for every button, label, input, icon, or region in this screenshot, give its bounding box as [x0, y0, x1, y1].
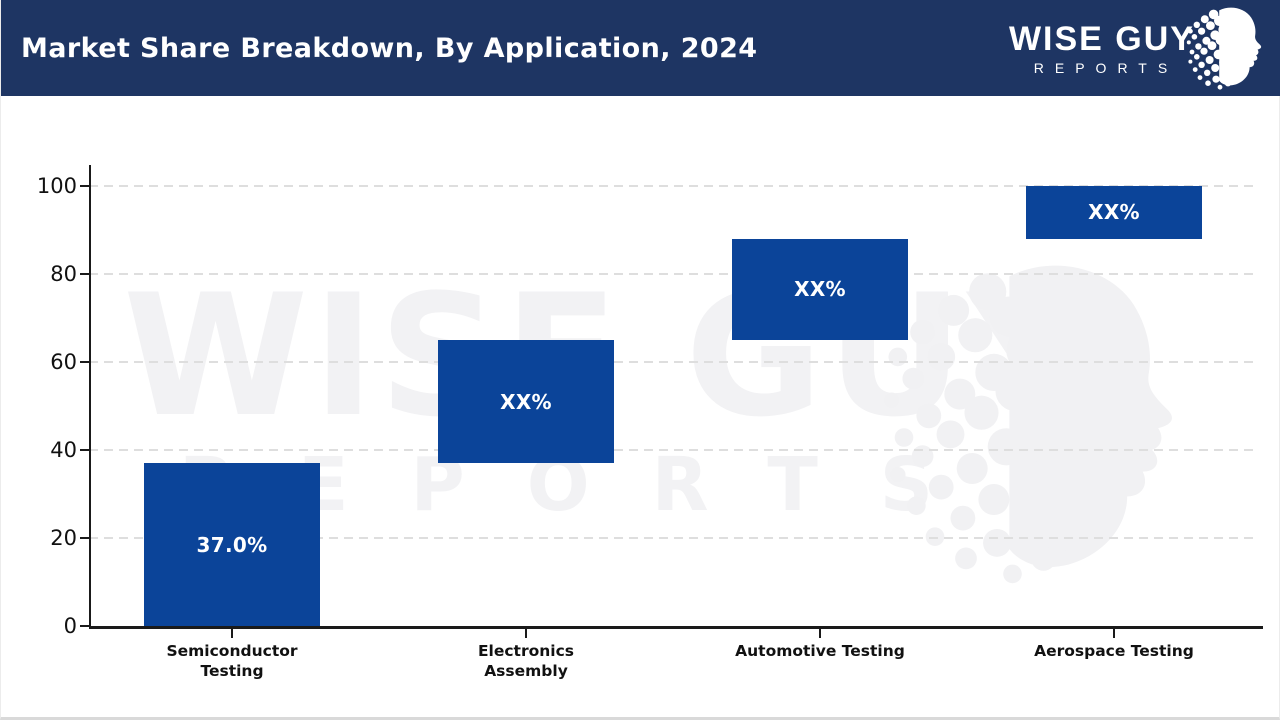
- gridline-100: [89, 185, 1255, 187]
- bar-value-label: XX%: [1088, 200, 1140, 225]
- gridline-20: [89, 537, 1255, 539]
- y-tick-label: 40: [50, 438, 77, 462]
- x-category-label: Aerospace Testing: [1034, 642, 1194, 660]
- x-category-label: Electronics Assembly: [477, 642, 575, 680]
- wiseguy-face-icon: [1186, 7, 1262, 90]
- x-tick: [231, 629, 233, 638]
- brand-logo-text: WISE GUY REPORTS: [1009, 22, 1195, 75]
- x-category-label: Semiconductor Testing: [166, 642, 298, 680]
- x-tick: [1113, 629, 1115, 638]
- bar-value-label: XX%: [794, 277, 846, 302]
- gridline-80: [89, 273, 1255, 275]
- y-tick-label: 0: [63, 614, 77, 638]
- x-category-label: Automotive Testing: [735, 642, 905, 660]
- brand-logo: WISE GUY REPORTS: [1009, 3, 1267, 93]
- bar-aerospace-testing: XX%: [1026, 186, 1202, 239]
- y-tick-label: 60: [50, 350, 77, 374]
- gridline-40: [89, 449, 1255, 451]
- bar-semiconductor-testing: 37.0%: [144, 463, 320, 626]
- bar-electronics-assembly: XX%: [438, 340, 614, 464]
- y-tick: [80, 625, 89, 627]
- y-tick-label: 80: [50, 262, 77, 286]
- y-tick: [80, 449, 89, 451]
- page-title: Market Share Breakdown, By Application, …: [21, 32, 758, 64]
- y-tick: [80, 537, 89, 539]
- watermark-face-icon: [883, 265, 1172, 584]
- header-bar: Market Share Breakdown, By Application, …: [1, 0, 1280, 96]
- y-tick-label: 20: [50, 526, 77, 550]
- gridline-60: [89, 361, 1255, 363]
- bar-value-label: 37.0%: [196, 532, 268, 557]
- x-tick: [819, 629, 821, 638]
- brand-subtitle: REPORTS: [1033, 59, 1179, 76]
- y-tick: [80, 273, 89, 275]
- bar-automotive-testing: XX%: [732, 238, 908, 340]
- x-tick: [525, 629, 527, 638]
- brand-name: WISE GUY: [1008, 19, 1195, 58]
- bar-value-label: XX%: [500, 389, 552, 414]
- y-tick: [80, 361, 89, 363]
- x-axis-line: [89, 626, 1263, 629]
- y-tick-label: 100: [36, 174, 77, 198]
- y-axis-line: [89, 165, 91, 628]
- y-tick: [80, 185, 89, 187]
